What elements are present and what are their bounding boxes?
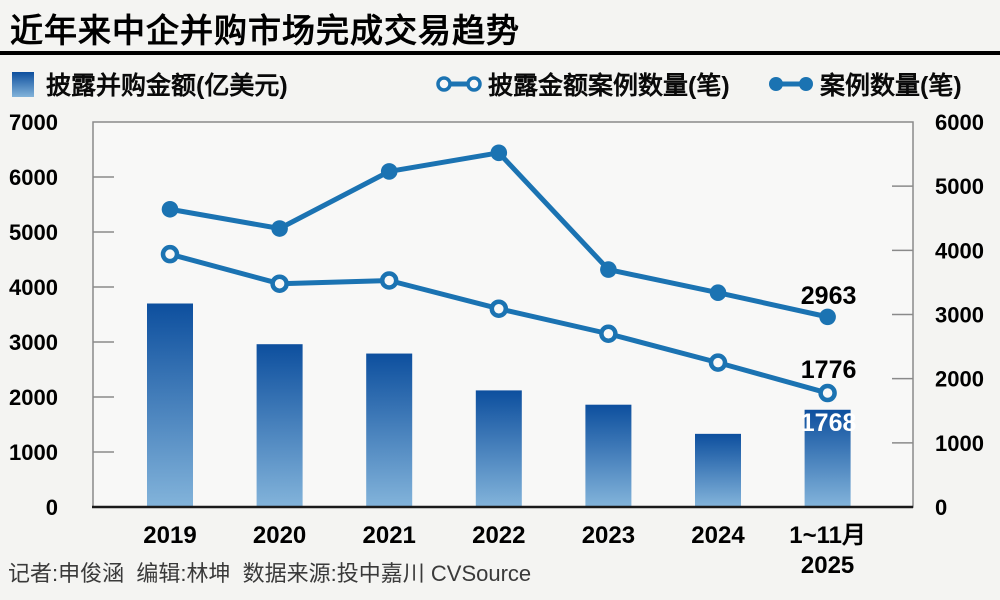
value-label-1768: 1768	[801, 409, 857, 437]
right-axis-label: 0	[935, 495, 947, 520]
bar-2024	[695, 433, 741, 506]
bar-1~11月	[804, 409, 851, 506]
title-separator	[0, 51, 1000, 55]
right-axis-label: 1000	[935, 431, 984, 456]
legend-item-amount: 披露并购金额(亿美元)	[12, 66, 288, 102]
marker-filled	[490, 144, 508, 162]
marker-filled	[600, 261, 617, 278]
left-axis-label: 3000	[9, 330, 58, 355]
bar-2022	[475, 390, 522, 506]
right-axis-label: 6000	[935, 110, 984, 135]
filled-circle-line-icon	[769, 77, 813, 91]
right-axis-label: 5000	[935, 174, 984, 199]
bar-swatch-icon	[12, 71, 34, 97]
bar-2021	[366, 353, 413, 506]
marker-open	[160, 244, 180, 264]
marker-open	[599, 324, 618, 343]
x-label: 2024	[691, 522, 745, 549]
x-label: 2023	[582, 522, 635, 549]
x-label: 2025	[801, 552, 854, 579]
page-title: 近年来中企并购市场完成交易趋势	[10, 12, 520, 49]
x-label: 2021	[363, 522, 416, 549]
legend: 披露并购金额(亿美元) 披露金额案例数量(笔) 案例数量(笔)	[0, 66, 1000, 102]
left-axis-label: 0	[46, 495, 58, 520]
x-label: 1~11月	[789, 522, 866, 549]
marker-filled	[819, 308, 836, 326]
x-label: 2022	[472, 522, 525, 549]
legend-label-total-cases: 案例数量(笔)	[820, 72, 962, 100]
legend-item-total-cases: 案例数量(笔)	[768, 66, 962, 102]
value-label-2963: 2963	[801, 282, 857, 310]
legend-item-disclosed-cases: 披露金额案例数量(笔)	[436, 66, 730, 102]
marker-filled	[271, 220, 288, 237]
legend-label-disclosed-cases: 披露金额案例数量(笔)	[488, 72, 730, 100]
value-label-1776: 1776	[801, 356, 857, 384]
x-label: 2019	[143, 522, 196, 549]
x-label: 2020	[253, 522, 306, 549]
bar-2020	[256, 344, 303, 506]
left-axis-label: 7000	[9, 110, 58, 135]
legend-label-amount: 披露并购金额(亿美元)	[46, 72, 288, 100]
bar-2019	[147, 303, 193, 506]
marker-filled	[709, 284, 727, 301]
credits: 记者:申俊涵 编辑:林坤 数据来源:投中嘉川 CVSource	[8, 561, 532, 586]
open-circle-line-icon	[436, 76, 482, 92]
right-axis-label: 4000	[935, 238, 984, 263]
right-axis-label: 3000	[935, 303, 984, 328]
left-axis-label: 4000	[9, 275, 58, 300]
marker-filled	[161, 200, 179, 218]
marker-open	[489, 299, 509, 318]
marker-open	[379, 271, 399, 290]
left-axis-label: 1000	[9, 440, 58, 465]
marker-open	[708, 353, 728, 372]
left-axis-label: 2000	[9, 385, 58, 410]
left-axis-label: 5000	[9, 220, 58, 245]
marker-filled	[380, 163, 398, 180]
left-axis-label: 6000	[9, 165, 58, 190]
bar-2023	[585, 404, 632, 506]
marker-open	[270, 274, 289, 293]
right-axis-label: 2000	[935, 367, 984, 392]
marker-open	[818, 383, 837, 403]
